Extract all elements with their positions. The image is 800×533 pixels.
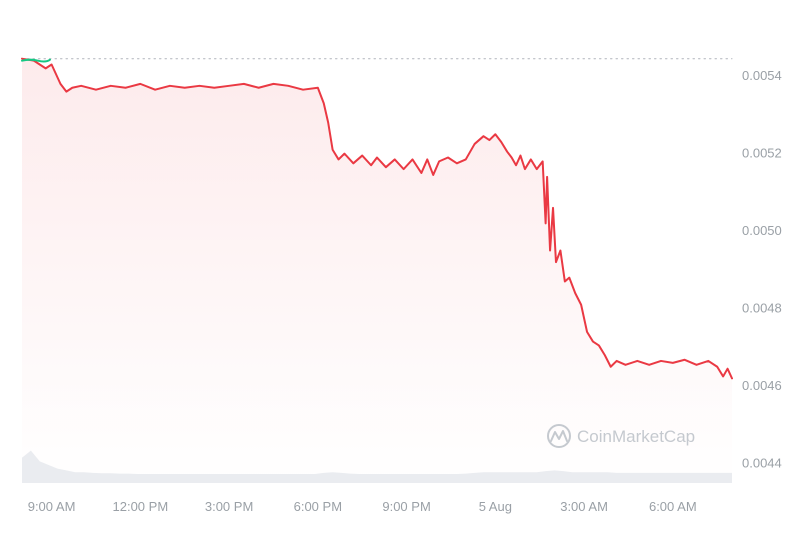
x-tick-label: 3:00 PM [205,499,253,514]
price-area-fill [22,59,732,483]
price-chart: 0.0044 0.0046 0.0048 0.0050 0.0052 0.0054 9:00… [0,0,800,533]
x-tick-label: 9:00 PM [382,499,430,514]
plot-area: 0.0044 0.0046 0.0048 0.0050 0.0052 0.0054 9:00… [22,59,782,514]
chart-svg: 0.0044 0.0046 0.0048 0.0050 0.0052 0.0054 9:00… [0,0,800,533]
y-tick-label: 0.0052 [742,146,782,161]
x-tick-label: 12:00 PM [113,499,169,514]
y-tick-label: 0.0054 [742,68,782,83]
y-tick-label: 0.0050 [742,223,782,238]
x-tick-label: 5 Aug [479,499,512,514]
y-tick-label: 0.0046 [742,378,782,393]
x-tick-label: 3:00 AM [560,499,608,514]
y-tick-label: 0.0048 [742,301,782,316]
watermark-text: CoinMarketCap [577,427,695,446]
y-tick-label: 0.0044 [742,456,782,471]
x-tick-label: 6:00 PM [294,499,342,514]
x-tick-label: 6:00 AM [649,499,697,514]
x-tick-label: 9:00 AM [28,499,76,514]
